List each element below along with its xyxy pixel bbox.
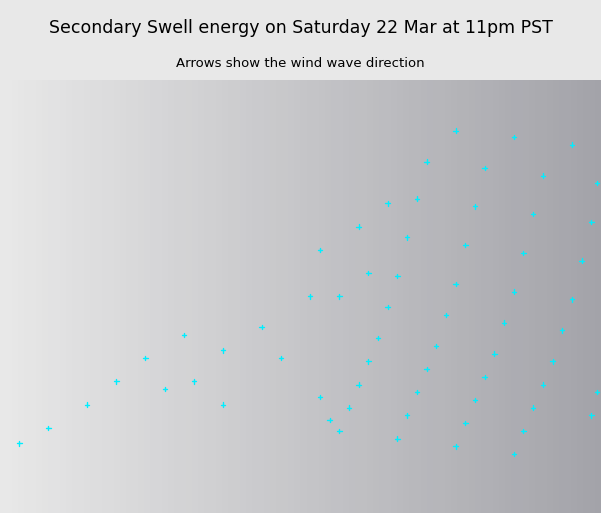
Text: Arrows show the wind wave direction: Arrows show the wind wave direction xyxy=(176,57,425,70)
Text: Secondary Swell energy on Saturday 22 Mar at 11pm PST: Secondary Swell energy on Saturday 22 Ma… xyxy=(49,19,552,37)
